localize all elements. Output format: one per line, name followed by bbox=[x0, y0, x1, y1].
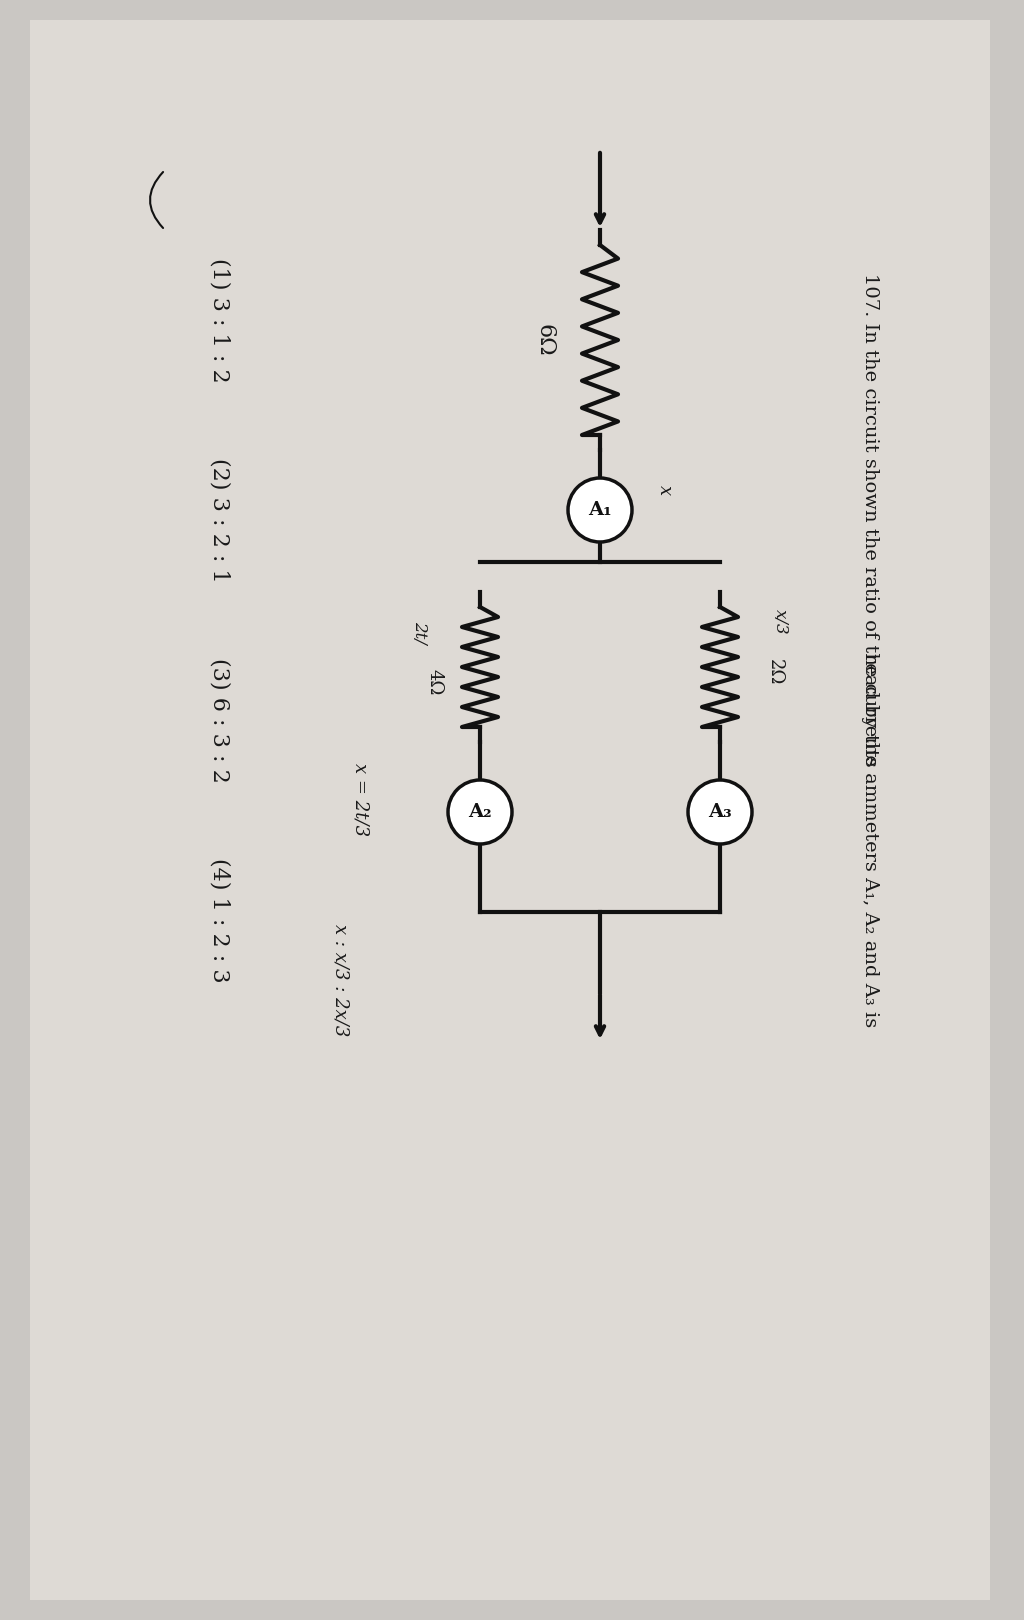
Text: x: x bbox=[656, 484, 674, 496]
Text: x/3: x/3 bbox=[771, 609, 788, 635]
Circle shape bbox=[688, 779, 752, 844]
Text: A₃: A₃ bbox=[709, 804, 732, 821]
Text: 6Ω: 6Ω bbox=[534, 324, 556, 356]
Text: x = 2t/3: x = 2t/3 bbox=[351, 763, 369, 836]
Text: A₁: A₁ bbox=[588, 501, 611, 518]
Text: 4Ω: 4Ω bbox=[426, 669, 444, 695]
Text: 107. In the circuit shown the ratio of the currents: 107. In the circuit shown the ratio of t… bbox=[861, 274, 879, 766]
Circle shape bbox=[568, 478, 632, 543]
Text: read by the ammeters A₁, A₂ and A₃ is: read by the ammeters A₁, A₂ and A₃ is bbox=[861, 653, 879, 1027]
Text: (4) 1 : 2 : 3: (4) 1 : 2 : 3 bbox=[209, 857, 231, 982]
Text: (3) 6 : 3 : 2: (3) 6 : 3 : 2 bbox=[209, 658, 231, 782]
Circle shape bbox=[449, 779, 512, 844]
Text: x : x/3 : 2x/3: x : x/3 : 2x/3 bbox=[331, 923, 349, 1037]
Text: 2Ω: 2Ω bbox=[766, 659, 784, 685]
Text: (2) 3 : 2 : 1: (2) 3 : 2 : 1 bbox=[209, 458, 231, 582]
Text: (1) 3 : 1 : 2: (1) 3 : 1 : 2 bbox=[209, 258, 231, 382]
Text: A₂: A₂ bbox=[468, 804, 492, 821]
Text: 2t/: 2t/ bbox=[412, 620, 428, 643]
